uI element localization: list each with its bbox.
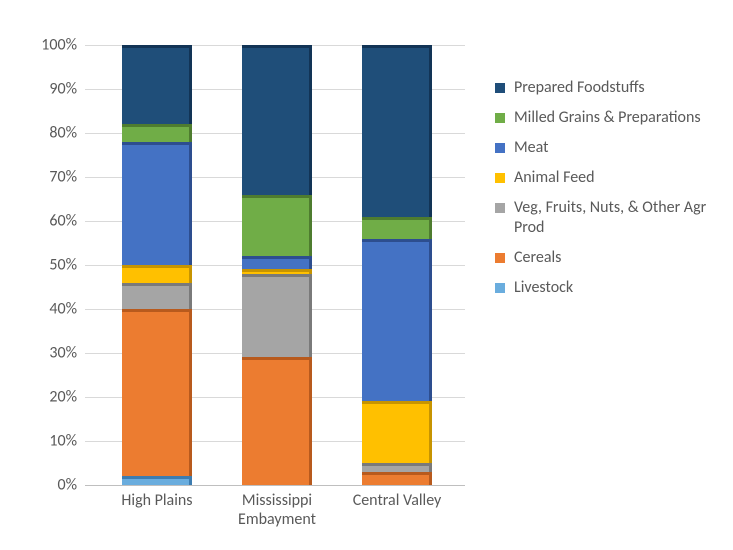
bar-segment-feed (362, 401, 432, 463)
y-axis-tick-label: 20% (22, 388, 77, 407)
y-axis-tick-label: 50% (22, 256, 77, 275)
bar-segment-prepared (362, 45, 432, 217)
legend-label: Livestock (514, 278, 725, 298)
legend-swatch (495, 283, 505, 293)
legend-swatch (495, 143, 505, 153)
y-axis-tick-label: 70% (22, 168, 77, 187)
x-axis-label: Central Valley (327, 485, 467, 510)
legend-label: Prepared Foodstuffs (514, 78, 725, 98)
legend-item-livestock: Livestock (495, 278, 725, 298)
bar-segment-prepared (122, 45, 192, 124)
legend-swatch (495, 173, 505, 183)
legend-label: Veg, Fruits, Nuts, & Other Agr Prod (514, 198, 725, 238)
legend-label: Milled Grains & Preparations (514, 108, 725, 128)
y-axis-tick-label: 80% (22, 124, 77, 143)
legend-swatch (495, 113, 505, 123)
legend-item-meat: Meat (495, 138, 725, 158)
bar-segment-cereals (122, 309, 192, 476)
y-axis-tick-label: 10% (22, 432, 77, 451)
x-axis-label: Mississippi Embayment (207, 485, 347, 529)
legend-label: Animal Feed (514, 168, 725, 188)
bar-segment-cereals (362, 472, 432, 485)
bar-segment-meat (242, 256, 312, 269)
bar-segment-veg (242, 274, 312, 358)
y-axis-tick-label: 90% (22, 80, 77, 99)
legend-item-milled: Milled Grains & Preparations (495, 108, 725, 128)
bar-segment-feed (122, 265, 192, 283)
x-axis-label: High Plains (87, 485, 227, 510)
bar-segment-prepared (242, 45, 312, 195)
bar-segment-livestock (122, 476, 192, 485)
bar-segment-veg (362, 463, 432, 472)
y-axis-tick-label: 60% (22, 212, 77, 231)
y-axis-tick-label: 0% (22, 476, 77, 495)
bar-segment-meat (122, 142, 192, 265)
bar-segment-veg (122, 283, 192, 309)
legend-item-prepared: Prepared Foodstuffs (495, 78, 725, 98)
y-axis-tick-label: 40% (22, 300, 77, 319)
y-axis-tick-label: 30% (22, 344, 77, 363)
legend-swatch (495, 83, 505, 93)
legend: Prepared Foodstuffs Milled Grains & Prepa… (495, 78, 725, 308)
legend-item-feed: Animal Feed (495, 168, 725, 188)
bar-segment-milled (242, 195, 312, 257)
bar-segment-milled (122, 124, 192, 142)
bar-segment-feed (242, 269, 312, 273)
bar-group: Central Valley (362, 45, 432, 485)
y-axis-tick-label: 100% (22, 36, 77, 55)
bar-group: High Plains (122, 45, 192, 485)
stacked-bar-chart: High PlainsMississippi EmbaymentCentral … (0, 0, 733, 550)
bar-segment-meat (362, 239, 432, 402)
bar-segment-milled (362, 217, 432, 239)
legend-item-cereals: Cereals (495, 248, 725, 268)
legend-item-veg: Veg, Fruits, Nuts, & Other Agr Prod (495, 198, 725, 238)
legend-swatch (495, 203, 505, 213)
legend-swatch (495, 253, 505, 263)
plot-area: High Plains Mississippi Embayment Central … (85, 45, 465, 486)
bar-segment-cereals (242, 357, 312, 485)
bar-group: Mississippi Embayment (242, 45, 312, 485)
legend-label: Cereals (514, 248, 725, 268)
legend-label: Meat (514, 138, 725, 158)
